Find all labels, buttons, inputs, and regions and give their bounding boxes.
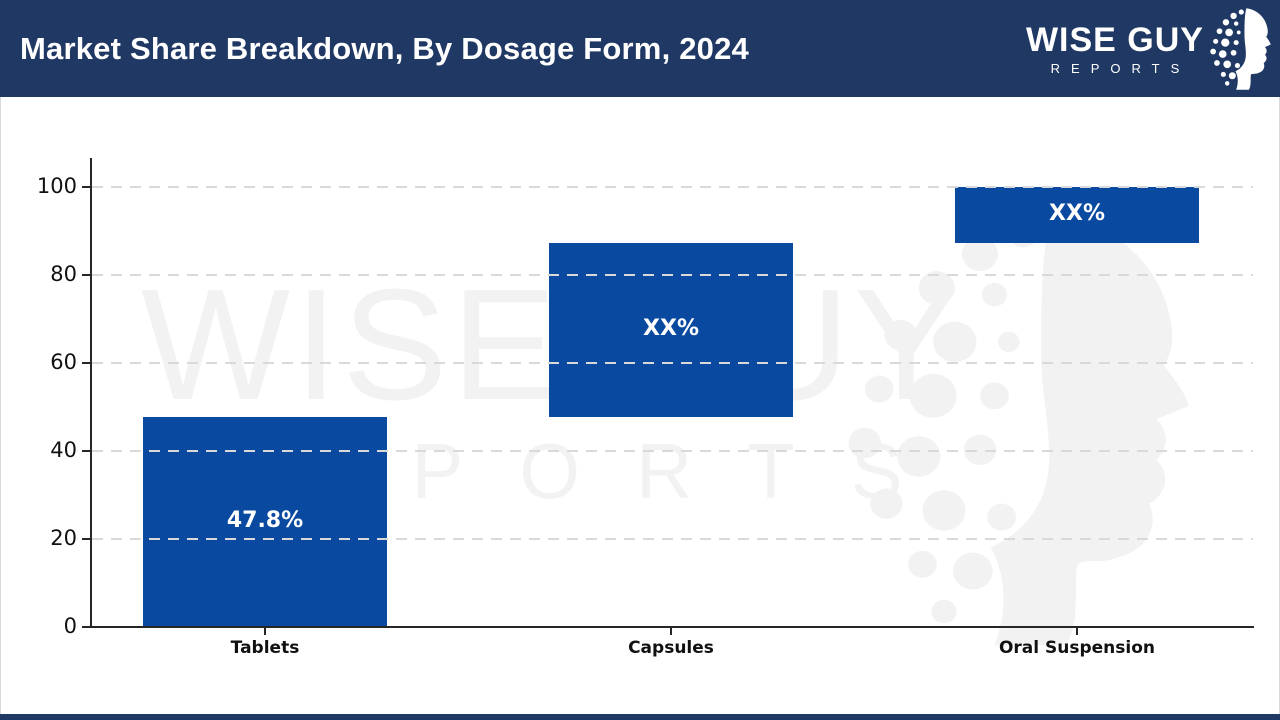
gridline <box>92 450 1253 452</box>
bar-value-label: XX% <box>643 316 699 341</box>
gridline <box>92 274 1253 276</box>
footer-bar <box>0 714 1280 720</box>
y-tick-mark <box>82 186 90 188</box>
x-category-label: Tablets <box>230 638 300 658</box>
x-tick-mark <box>1076 628 1078 635</box>
x-tick-mark <box>670 628 672 635</box>
x-axis-line <box>90 626 1254 628</box>
bar-capsules <box>549 243 793 417</box>
logo-subtitle: REPORTS <box>1050 60 1191 76</box>
y-tick-label: 80 <box>50 262 77 286</box>
x-category-label: Capsules <box>628 638 714 658</box>
plot-area: WISE GUY REPORTS 02040608010047.8%XX%XX%… <box>0 97 1280 714</box>
y-tick-mark <box>82 538 90 540</box>
y-tick-label: 60 <box>50 350 77 374</box>
gridline <box>92 538 1253 540</box>
y-tick-mark <box>82 274 90 276</box>
y-tick-label: 40 <box>50 438 77 462</box>
header-bar: Market Share Breakdown, By Dosage Form, … <box>0 0 1280 97</box>
y-tick-label: 0 <box>63 614 77 638</box>
gridline <box>92 186 1253 188</box>
gridline <box>92 362 1253 364</box>
y-tick-mark <box>82 362 90 364</box>
y-tick-mark <box>82 450 90 452</box>
bar-value-label: 47.8% <box>226 507 304 533</box>
y-tick-mark <box>82 626 90 628</box>
chart-title: Market Share Breakdown, By Dosage Form, … <box>20 30 749 66</box>
logo-wordmark: WISE GUY <box>1025 20 1204 59</box>
y-axis-line <box>90 158 92 627</box>
logo-text: WISE GUY REPORTS <box>1026 23 1204 76</box>
x-tick-mark <box>264 628 266 635</box>
wiseguy-head-icon <box>1208 7 1272 91</box>
x-category-label: Oral Suspension <box>998 638 1156 658</box>
y-tick-label: 20 <box>50 526 77 550</box>
y-tick-label: 100 <box>36 174 77 198</box>
bar-value-label: XX% <box>1049 201 1105 227</box>
wiseguy-logo: WISE GUY REPORTS <box>1026 6 1272 92</box>
bar-oral-suspension <box>955 187 1199 244</box>
